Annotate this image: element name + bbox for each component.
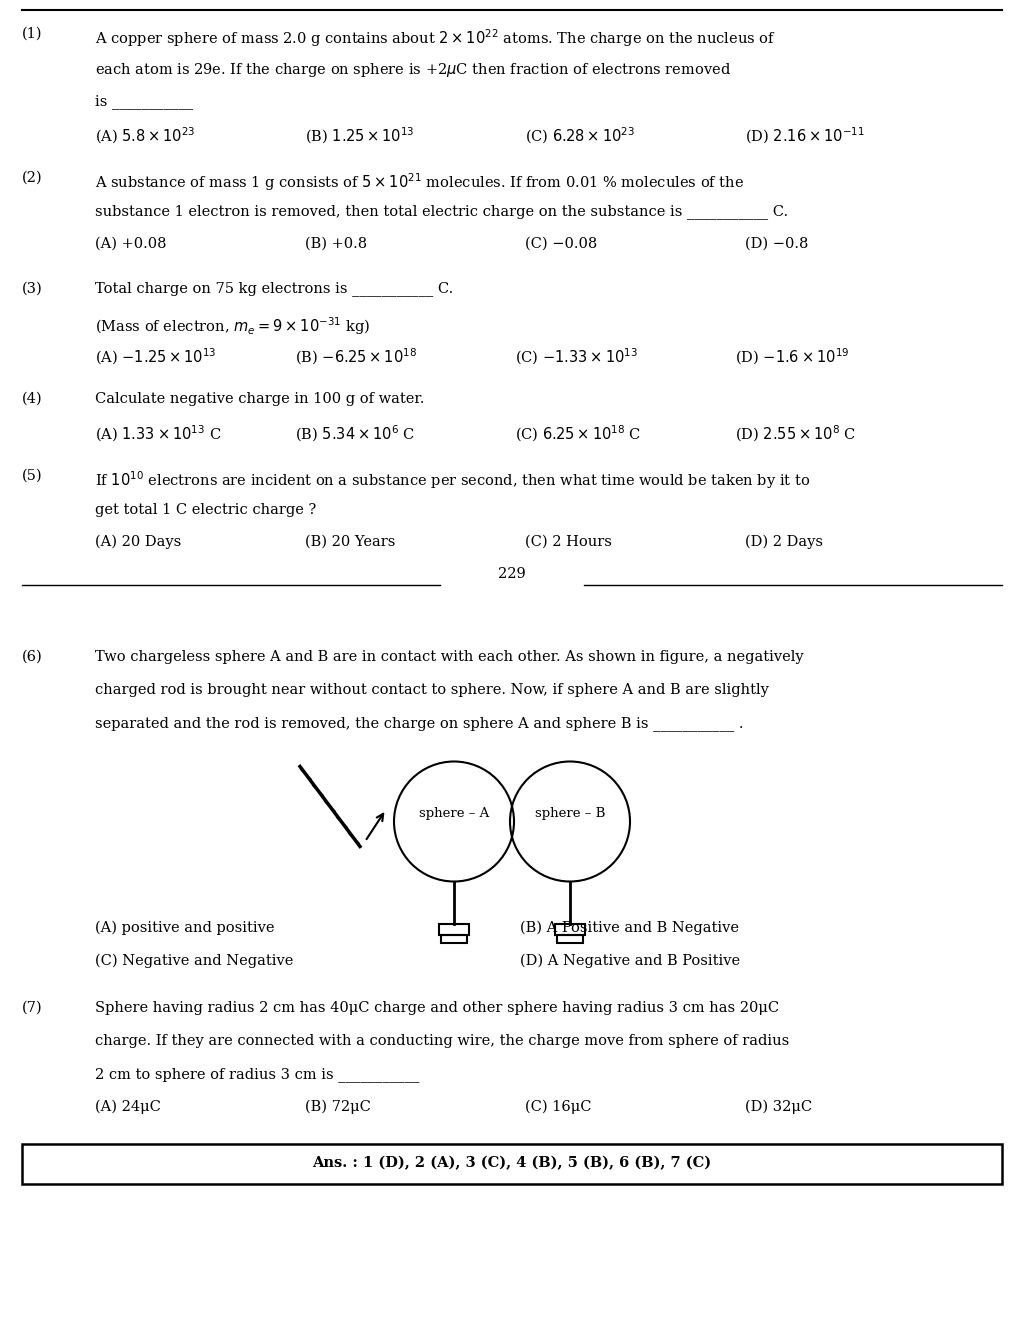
Text: 229: 229	[498, 567, 526, 580]
Text: (C) $6.28\times10^{23}$: (C) $6.28\times10^{23}$	[525, 126, 635, 146]
Text: (C) 2 Hours: (C) 2 Hours	[525, 535, 612, 548]
Text: (2): (2)	[22, 171, 43, 185]
Text: (D) −0.8: (D) −0.8	[745, 237, 808, 250]
Text: (D) $-1.6\times10^{19}$: (D) $-1.6\times10^{19}$	[735, 348, 849, 368]
Text: A copper sphere of mass 2.0 g contains about $2\times10^{22}$ atoms. The charge : A copper sphere of mass 2.0 g contains a…	[95, 27, 776, 48]
Text: Sphere having radius 2 cm has 40μC charge and other sphere having radius 3 cm ha: Sphere having radius 2 cm has 40μC charg…	[95, 1000, 779, 1015]
Text: (A) $1.33\times10^{13}$ C: (A) $1.33\times10^{13}$ C	[95, 424, 221, 444]
Text: (B) $-6.25\times10^{18}$: (B) $-6.25\times10^{18}$	[295, 348, 417, 368]
Text: (6): (6)	[22, 650, 43, 663]
Text: (B) 72μC: (B) 72μC	[305, 1099, 371, 1114]
Text: Two chargeless sphere A and B are in contact with each other. As shown in figure: Two chargeless sphere A and B are in con…	[95, 650, 804, 663]
Text: charge. If they are connected with a conducting wire, the charge move from spher: charge. If they are connected with a con…	[95, 1034, 790, 1048]
Text: separated and the rod is removed, the charge on sphere A and sphere B is _______: separated and the rod is removed, the ch…	[95, 717, 743, 731]
Bar	[441, 935, 467, 943]
Text: A substance of mass 1 g consists of $5\times10^{21}$ molecules. If from 0.01 % m: A substance of mass 1 g consists of $5\t…	[95, 171, 744, 193]
Text: charged rod is brought near without contact to sphere. Now, if sphere A and B ar: charged rod is brought near without cont…	[95, 683, 769, 697]
Bar	[557, 935, 583, 943]
Text: (A) +0.08: (A) +0.08	[95, 237, 167, 250]
Text: (A) $5.8\times10^{23}$: (A) $5.8\times10^{23}$	[95, 126, 196, 146]
Text: (3): (3)	[22, 282, 43, 295]
Text: Total charge on 75 kg electrons is ___________ C.: Total charge on 75 kg electrons is _____…	[95, 282, 454, 297]
Text: substance 1 electron is removed, then total electric charge on the substance is : substance 1 electron is removed, then to…	[95, 205, 788, 219]
Text: (A) $-1.25\times10^{13}$: (A) $-1.25\times10^{13}$	[95, 348, 216, 368]
Text: (B) $5.34\times10^{6}$ C: (B) $5.34\times10^{6}$ C	[295, 424, 415, 444]
Text: Calculate negative charge in 100 g of water.: Calculate negative charge in 100 g of wa…	[95, 392, 424, 406]
Text: 2 cm to sphere of radius 3 cm is ___________: 2 cm to sphere of radius 3 cm is _______…	[95, 1067, 420, 1083]
Text: (C) Negative and Negative: (C) Negative and Negative	[95, 955, 293, 968]
Text: (B) A Positive and B Negative: (B) A Positive and B Negative	[520, 920, 739, 935]
Text: (C) −0.08: (C) −0.08	[525, 237, 597, 250]
Bar	[439, 924, 469, 935]
Text: sphere – B: sphere – B	[535, 808, 605, 820]
Text: is ___________: is ___________	[95, 94, 194, 108]
Text: (D) $2.55\times10^{8}$ C: (D) $2.55\times10^{8}$ C	[735, 424, 856, 444]
Text: (D) $2.16\times10^{-11}$: (D) $2.16\times10^{-11}$	[745, 126, 864, 146]
Text: (D) A Negative and B Positive: (D) A Negative and B Positive	[520, 955, 740, 968]
Text: (D) 32μC: (D) 32μC	[745, 1099, 812, 1114]
Text: (B) +0.8: (B) +0.8	[305, 237, 368, 250]
Text: (5): (5)	[22, 469, 43, 483]
Text: (B) 20 Years: (B) 20 Years	[305, 535, 395, 548]
Text: (Mass of electron, $m_e = 9\times10^{-31}$ kg): (Mass of electron, $m_e = 9\times10^{-31…	[95, 316, 370, 337]
Text: (A) 20 Days: (A) 20 Days	[95, 535, 181, 550]
Text: (D) 2 Days: (D) 2 Days	[745, 535, 823, 550]
Text: (7): (7)	[22, 1000, 43, 1015]
Text: (4): (4)	[22, 392, 43, 406]
Text: (A) positive and positive: (A) positive and positive	[95, 920, 274, 935]
Text: (1): (1)	[22, 27, 43, 41]
Bar	[555, 924, 585, 935]
Text: (B) $1.25\times10^{13}$: (B) $1.25\times10^{13}$	[305, 126, 415, 146]
Bar	[22, 1143, 1002, 1183]
Text: (C) $6.25\times10^{18}$ C: (C) $6.25\times10^{18}$ C	[515, 424, 641, 444]
Text: Ans. : 1 (D), 2 (A), 3 (C), 4 (B), 5 (B), 6 (B), 7 (C): Ans. : 1 (D), 2 (A), 3 (C), 4 (B), 5 (B)…	[312, 1157, 712, 1171]
Text: sphere – A: sphere – A	[419, 808, 489, 820]
Text: get total 1 C electric charge ?: get total 1 C electric charge ?	[95, 503, 316, 516]
Text: each atom is 29e. If the charge on sphere is +2$\mu$C then fraction of electrons: each atom is 29e. If the charge on spher…	[95, 60, 731, 79]
Text: (A) 24μC: (A) 24μC	[95, 1099, 161, 1114]
Text: If $10^{10}$ electrons are incident on a substance per second, then what time wo: If $10^{10}$ electrons are incident on a…	[95, 469, 810, 491]
Text: (C) $-1.33\times10^{13}$: (C) $-1.33\times10^{13}$	[515, 348, 638, 368]
Text: (C) 16μC: (C) 16μC	[525, 1099, 592, 1114]
